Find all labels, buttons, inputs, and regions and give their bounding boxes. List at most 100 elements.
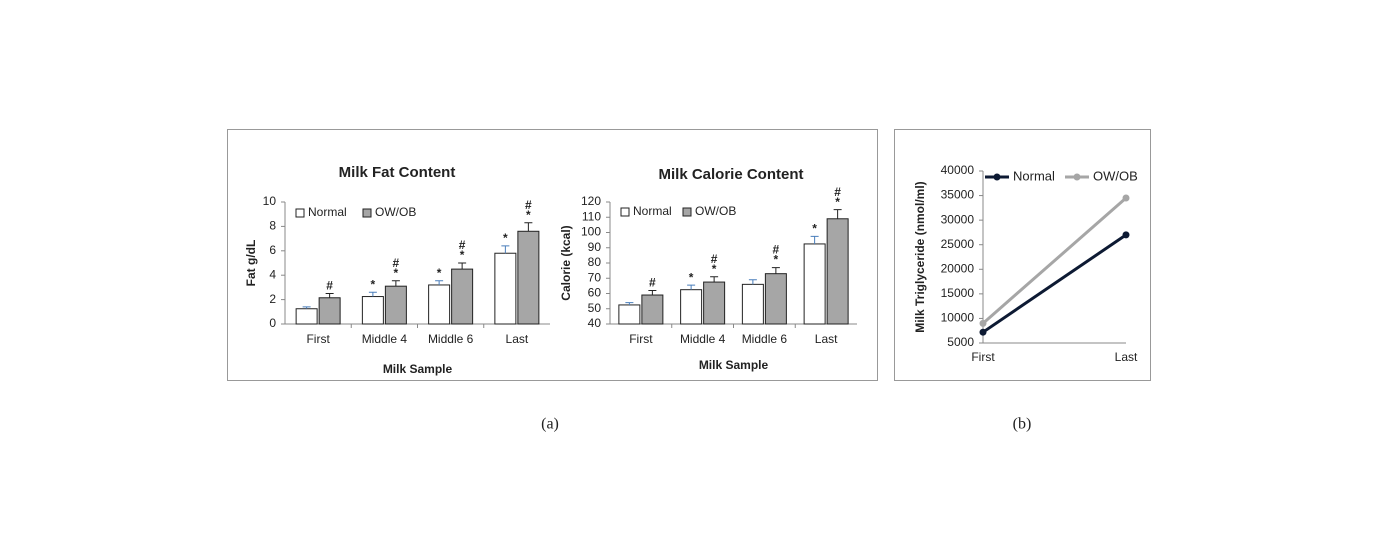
legend-marker	[993, 173, 1001, 181]
y-axis-label: Fat g/dL	[244, 240, 258, 287]
bar	[517, 230, 540, 325]
legend-label: Normal	[633, 204, 672, 218]
significance-mark: *	[503, 231, 508, 245]
significance-mark: #	[525, 198, 532, 212]
significance-mark: #	[773, 243, 780, 257]
significance-mark: *	[812, 221, 817, 235]
legend-label: OW/OB	[1093, 168, 1138, 183]
y-tick-label: 10000	[941, 311, 975, 325]
y-tick-label: 0	[269, 316, 276, 330]
bar	[494, 252, 517, 325]
y-tick-label: 100	[581, 225, 601, 239]
bar	[318, 297, 341, 325]
y-tick-label: 40	[588, 316, 602, 330]
significance-mark: *	[712, 262, 717, 276]
bar	[641, 294, 664, 325]
error-bar	[810, 235, 819, 244]
y-tick-label: 2	[269, 292, 276, 306]
bar	[384, 285, 407, 325]
significance-mark: *	[526, 208, 531, 222]
y-tick-label: 90	[588, 240, 602, 254]
y-tick-label: 8	[269, 219, 276, 233]
significance-mark: *	[371, 277, 376, 291]
bar	[428, 284, 451, 325]
y-tick-label: 60	[588, 286, 602, 300]
bar	[618, 304, 641, 325]
bar	[451, 268, 474, 325]
significance-mark: *	[835, 195, 840, 209]
error-bar	[435, 280, 444, 285]
panel-frame	[227, 129, 878, 381]
significance-mark: #	[326, 279, 333, 293]
y-tick-label: 5000	[947, 335, 974, 349]
x-tick-label: First	[629, 332, 653, 346]
line	[982, 233, 1127, 334]
legend-label: OW/OB	[695, 204, 736, 218]
error-bar	[625, 302, 634, 305]
y-axis-label: Calorie (kcal)	[559, 225, 573, 300]
significance-mark: *	[460, 248, 465, 262]
y-tick-label: 80	[588, 255, 602, 269]
x-axis-label: Milk Sample	[383, 362, 453, 376]
legend-label: OW/OB	[375, 205, 416, 219]
panel-label: (a)	[541, 416, 559, 433]
legend-swatch	[295, 208, 305, 218]
significance-mark: *	[774, 253, 779, 267]
error-bar	[501, 245, 510, 254]
significance-mark: *	[394, 266, 399, 280]
significance-mark: #	[711, 252, 718, 266]
chart-title: Milk Fat Content	[339, 164, 456, 181]
legend-swatch	[620, 207, 630, 217]
bar	[295, 308, 318, 325]
error-bar	[771, 267, 780, 274]
point	[979, 319, 987, 327]
significance-mark: *	[689, 270, 694, 284]
x-tick-label: Middle 4	[680, 332, 726, 346]
x-tick-label: Middle 4	[362, 332, 408, 346]
y-tick-label: 30000	[941, 212, 975, 226]
point	[979, 328, 987, 336]
error-bar	[524, 222, 533, 232]
y-tick-label: 35000	[941, 188, 975, 202]
legend-label: Normal	[308, 205, 347, 219]
y-tick-label: 10	[263, 194, 277, 208]
bar	[826, 218, 849, 325]
bar	[764, 273, 787, 325]
point	[1122, 231, 1130, 239]
y-tick-label: 40000	[941, 163, 975, 177]
error-bar	[368, 291, 377, 297]
y-tick-label: 50	[588, 301, 602, 315]
bar	[361, 296, 384, 325]
y-tick-label: 15000	[941, 286, 975, 300]
y-axis-label: Milk Triglyceride (nmol/ml)	[913, 181, 927, 332]
y-tick-label: 120	[581, 194, 601, 208]
x-tick-label: First	[306, 332, 330, 346]
significance-mark: #	[649, 276, 656, 290]
legend-marker	[1073, 173, 1081, 181]
bar	[703, 281, 726, 325]
error-bar	[833, 209, 842, 219]
y-tick-label: 20000	[941, 261, 975, 275]
error-bar	[325, 293, 334, 298]
y-tick-label: 25000	[941, 237, 975, 251]
point	[1122, 194, 1130, 202]
significance-mark: #	[393, 256, 400, 270]
significance-mark: *	[437, 266, 442, 280]
error-bar	[391, 280, 400, 287]
y-tick-label: 4	[269, 267, 276, 281]
x-tick-label: Middle 6	[428, 332, 474, 346]
error-bar	[710, 276, 719, 283]
panel-frame	[894, 129, 1151, 381]
chart-title: Milk Calorie Content	[658, 166, 803, 183]
error-bar	[748, 279, 757, 285]
x-tick-label: Middle 6	[742, 332, 788, 346]
line	[982, 196, 1127, 325]
significance-mark: #	[459, 238, 466, 252]
panel-label: (b)	[1013, 416, 1032, 433]
bar	[803, 243, 826, 325]
x-tick-label: First	[971, 350, 995, 364]
x-tick-label: Last	[1115, 350, 1138, 364]
legend-label: Normal	[1013, 168, 1055, 183]
error-bar	[302, 306, 311, 309]
